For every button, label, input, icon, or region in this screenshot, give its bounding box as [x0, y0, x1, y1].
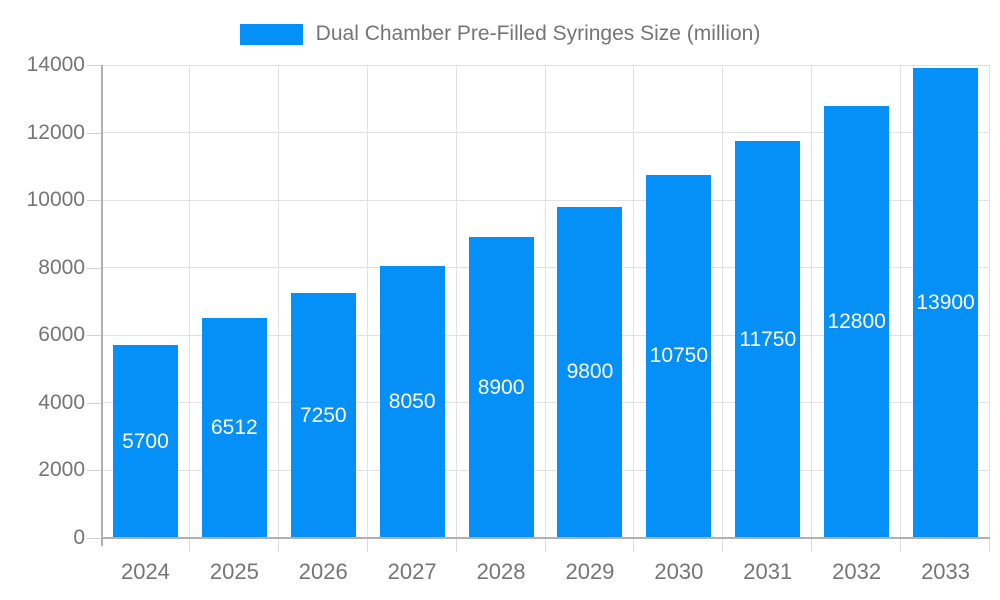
vertical-gridline: [900, 65, 902, 538]
vertical-gridline: [544, 65, 546, 538]
horizontal-gridline: [101, 334, 990, 336]
bar-value-label: 13900: [916, 291, 975, 315]
y-axis-tick-label: 2000: [38, 458, 85, 482]
bar-value-label: 11750: [739, 327, 797, 351]
y-axis-tick: [87, 402, 101, 404]
bar-2025: 6512: [201, 318, 267, 538]
bar-2032: 12800: [824, 105, 890, 538]
horizontal-gridline: [101, 402, 990, 404]
bar-value-label: 7250: [299, 403, 347, 427]
bar-2033: 13900: [913, 68, 979, 538]
y-axis-tick-label: 0: [73, 526, 85, 549]
horizontal-gridline: [101, 199, 990, 201]
x-axis-tick-label: 2024: [120, 559, 170, 584]
x-axis-tick: [188, 538, 190, 552]
bar-value-label: 6512: [210, 416, 258, 439]
x-axis-tick: [722, 538, 724, 552]
x-axis-line: [101, 537, 990, 539]
bar-value-label: 5700: [122, 429, 169, 453]
bar-2026: 7250: [290, 293, 356, 538]
horizontal-gridline: [101, 469, 990, 471]
bar-value-label: 12800: [827, 309, 886, 333]
bar-value-label: 8900: [477, 375, 525, 399]
vertical-gridline: [455, 65, 457, 538]
bar-value-label: 10750: [649, 344, 709, 368]
legend-label: Dual Chamber Pre-Filled Syringes Size (m…: [315, 22, 761, 45]
y-axis-tick-label: 12000: [26, 120, 85, 144]
y-axis-tick: [87, 267, 101, 269]
bar-2029: 9800: [557, 206, 623, 538]
x-axis-tick-label: 2027: [387, 559, 437, 584]
y-axis-tick-label: 10000: [26, 188, 85, 212]
x-axis-tick-label: 2026: [298, 559, 348, 584]
y-axis-tick: [87, 335, 101, 337]
bar-2030: 10750: [646, 174, 712, 538]
vertical-gridline: [989, 65, 990, 538]
plot-area: 5700 6512 7250 8050 8900 9800 10750 11750 12800 1…: [101, 64, 990, 546]
x-axis-tick: [277, 538, 279, 552]
vertical-gridline: [811, 65, 813, 538]
x-axis-tick: [811, 538, 813, 552]
x-axis-tick: [989, 538, 990, 552]
x-axis-tick-label: 2030: [654, 559, 704, 584]
y-axis-tick-label: 14000: [26, 53, 85, 76]
y-axis-tick: [87, 132, 101, 134]
x-axis-tick: [544, 538, 546, 552]
x-axis-tick-label: 2031: [743, 559, 793, 584]
vertical-gridline: [633, 65, 635, 538]
y-axis-line: [101, 65, 103, 546]
chart-legend: Dual Chamber Pre-Filled Syringes Size (m…: [0, 22, 1000, 46]
bar-value-label: 9800: [566, 360, 614, 384]
bar-2027: 8050: [379, 266, 445, 538]
bar-2024: 5700: [112, 345, 178, 538]
vertical-gridline: [722, 65, 724, 538]
bar-2031: 11750: [735, 141, 801, 538]
x-axis-tick-label: 2032: [832, 559, 882, 584]
y-axis-tick-label: 8000: [38, 255, 85, 279]
y-axis-tick-label: 4000: [38, 390, 85, 414]
horizontal-gridline: [101, 132, 990, 134]
y-axis-tick: [87, 538, 101, 539]
x-axis-tick-label: 2033: [921, 559, 971, 584]
x-axis-tick: [633, 538, 635, 552]
bar-2028: 8900: [468, 237, 534, 538]
legend-swatch: [239, 23, 303, 45]
vertical-gridline: [188, 65, 190, 538]
horizontal-gridline: [101, 267, 990, 269]
y-axis-tick-label: 6000: [38, 323, 85, 347]
x-axis-tick: [366, 538, 368, 552]
x-axis-tick-label: 2025: [209, 559, 259, 584]
horizontal-gridline: [101, 64, 990, 66]
y-axis-tick: [87, 470, 101, 472]
vertical-gridline: [366, 65, 368, 538]
y-axis-tick: [87, 200, 101, 202]
x-axis-tick: [900, 538, 902, 552]
x-axis-tick: [455, 538, 457, 552]
bar-value-label: 8050: [388, 390, 436, 414]
y-axis-tick: [87, 65, 101, 66]
x-axis-tick-label: 2029: [565, 559, 615, 584]
vertical-gridline: [277, 65, 279, 538]
x-axis-tick-label: 2028: [476, 559, 526, 584]
